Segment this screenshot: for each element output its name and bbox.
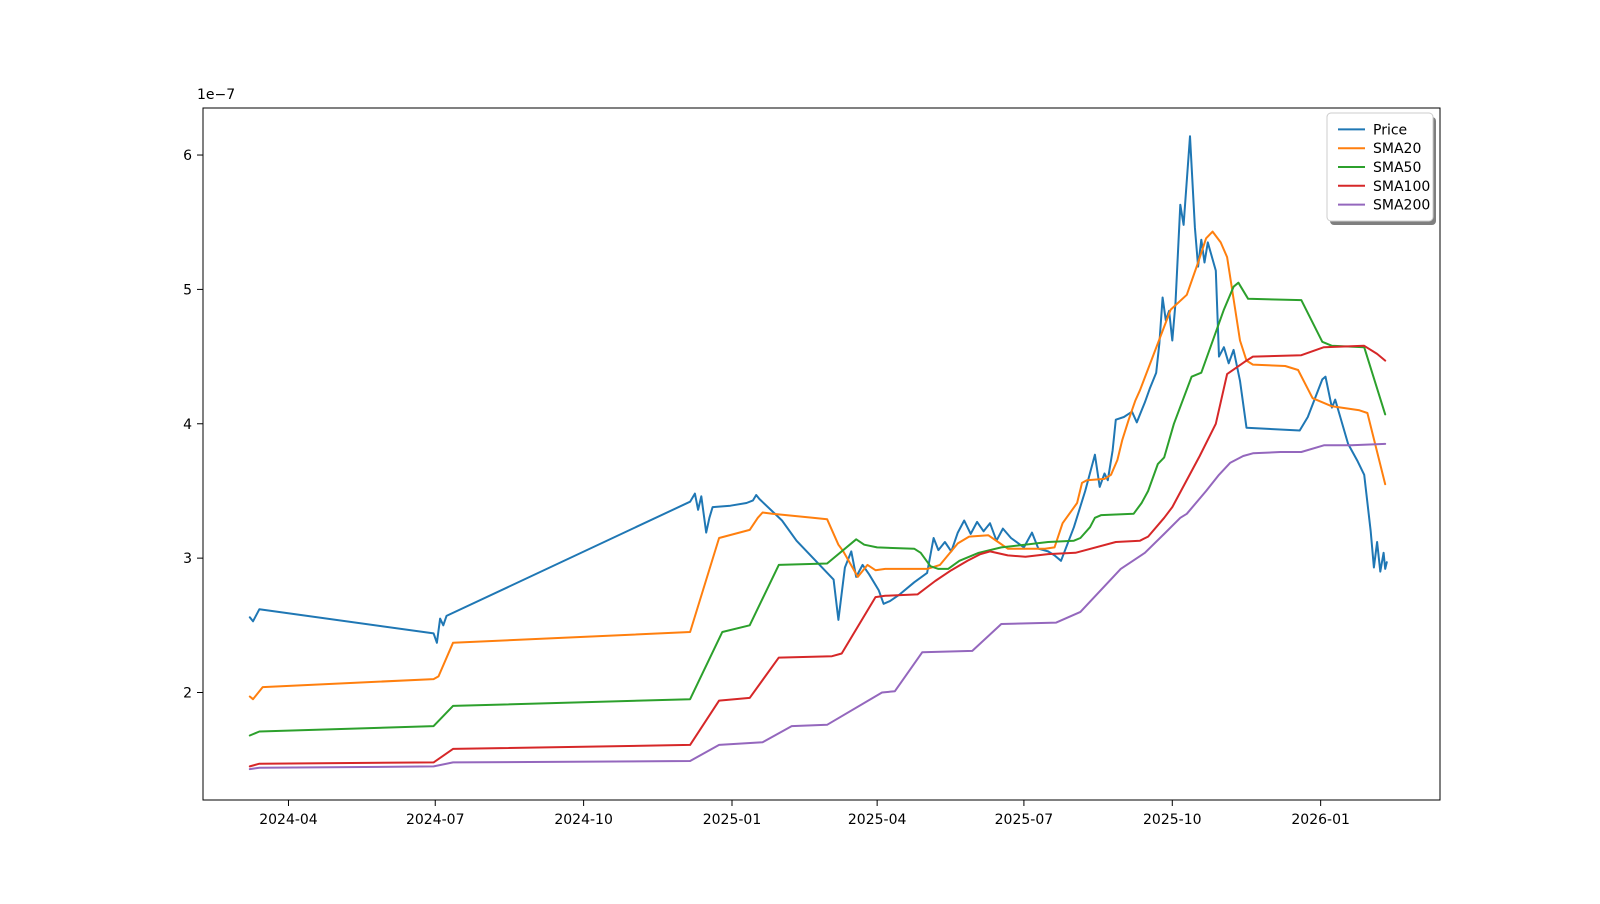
legend-item-price: Price: [1338, 122, 1407, 138]
legend-item-sma50: SMA50: [1338, 160, 1421, 176]
plot-border: [202, 107, 1441, 801]
y-tick-label: 5: [183, 282, 192, 298]
y-tick-label: 6: [183, 148, 192, 164]
legend-label: SMA20: [1373, 141, 1421, 157]
x-tick-label: 2024-10: [554, 812, 613, 828]
x-tick-label: 2024-04: [259, 812, 318, 828]
y-tick-label: 2: [183, 686, 192, 702]
x-tick-label: 2025-07: [995, 812, 1054, 828]
series-line-sma50: [248, 281, 1387, 737]
series-line-price: [248, 135, 1388, 644]
legend-item-sma20: SMA20: [1338, 141, 1421, 157]
x-tick-label: 2024-07: [406, 812, 465, 828]
legend-label: SMA100: [1373, 179, 1430, 195]
legend-label: SMA200: [1373, 198, 1430, 214]
legend-frame: [1326, 112, 1434, 222]
series-line-sma200: [248, 442, 1387, 771]
legend-item-sma100: SMA100: [1338, 179, 1430, 195]
y-axis-offset-label: 1e−7: [197, 87, 235, 103]
x-tick-label: 2025-01: [703, 812, 762, 828]
legend-label: Price: [1373, 122, 1407, 138]
legend-label: SMA50: [1373, 160, 1421, 176]
legend-item-sma200: SMA200: [1338, 198, 1430, 214]
y-tick-label: 4: [183, 417, 192, 433]
series-line-sma20: [248, 230, 1387, 701]
y-tick-label: 3: [183, 551, 192, 567]
x-tick-label: 2025-04: [848, 812, 907, 828]
x-tick-label: 2025-10: [1143, 812, 1202, 828]
x-tick-label: 2026-01: [1291, 812, 1350, 828]
series-line-sma100: [248, 344, 1387, 768]
legend: Price SMA20 SMA50 SMA100 SMA200: [1326, 112, 1436, 225]
